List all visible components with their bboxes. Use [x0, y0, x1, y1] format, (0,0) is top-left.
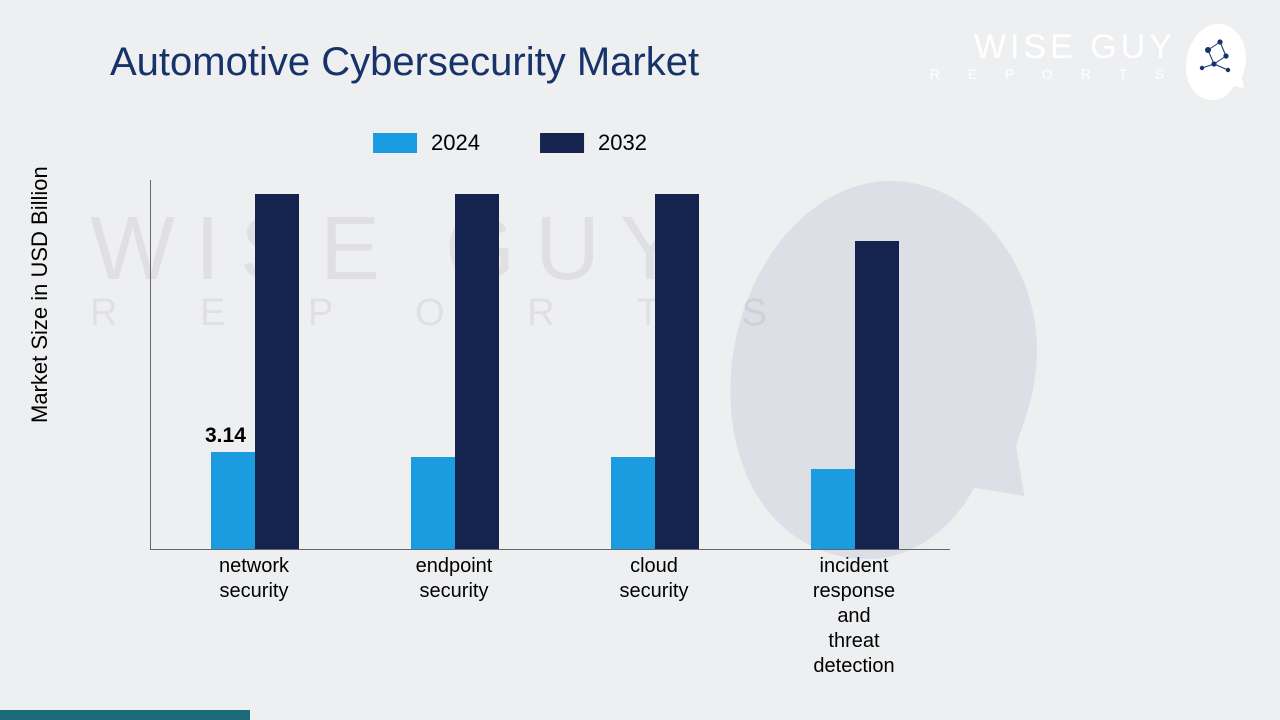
legend-label-2024: 2024	[431, 130, 480, 156]
chart: Market Size in USD Billion 2024 2032 3.1…	[60, 130, 960, 690]
bar	[611, 457, 655, 550]
bar	[455, 194, 499, 549]
x-axis-label: endpointsecurity	[370, 554, 538, 604]
bar-group	[211, 194, 299, 549]
bar	[211, 452, 255, 549]
brand-logo: WISE GUY R E P O R T S	[930, 30, 1250, 82]
legend: 2024 2032	[373, 130, 647, 156]
legend-item: 2032	[540, 130, 647, 156]
bar	[811, 469, 855, 549]
bar	[411, 457, 455, 550]
legend-item: 2024	[373, 130, 480, 156]
bar	[255, 194, 299, 549]
bar-group	[411, 194, 499, 549]
x-axis-label: incidentresponseandthreatdetection	[770, 554, 938, 679]
page: WISE GUY R E P O R T S WISE GUY R E P O …	[0, 0, 1280, 720]
x-axis-label: networksecurity	[170, 554, 338, 604]
bar-group	[611, 194, 699, 549]
legend-swatch-2024	[373, 133, 417, 153]
bar	[655, 194, 699, 549]
brand-name: WISE GUY	[930, 30, 1176, 64]
legend-swatch-2032	[540, 133, 584, 153]
legend-label-2032: 2032	[598, 130, 647, 156]
plot-area: 3.14	[150, 180, 950, 550]
footer-accent-bar	[0, 710, 250, 720]
y-axis-label: Market Size in USD Billion	[27, 166, 53, 423]
x-axis-label: cloudsecurity	[570, 554, 738, 604]
page-title: Automotive Cybersecurity Market	[110, 40, 699, 85]
brand-subtitle: R E P O R T S	[930, 66, 1176, 82]
bar-group	[811, 241, 899, 549]
bar	[855, 241, 899, 549]
